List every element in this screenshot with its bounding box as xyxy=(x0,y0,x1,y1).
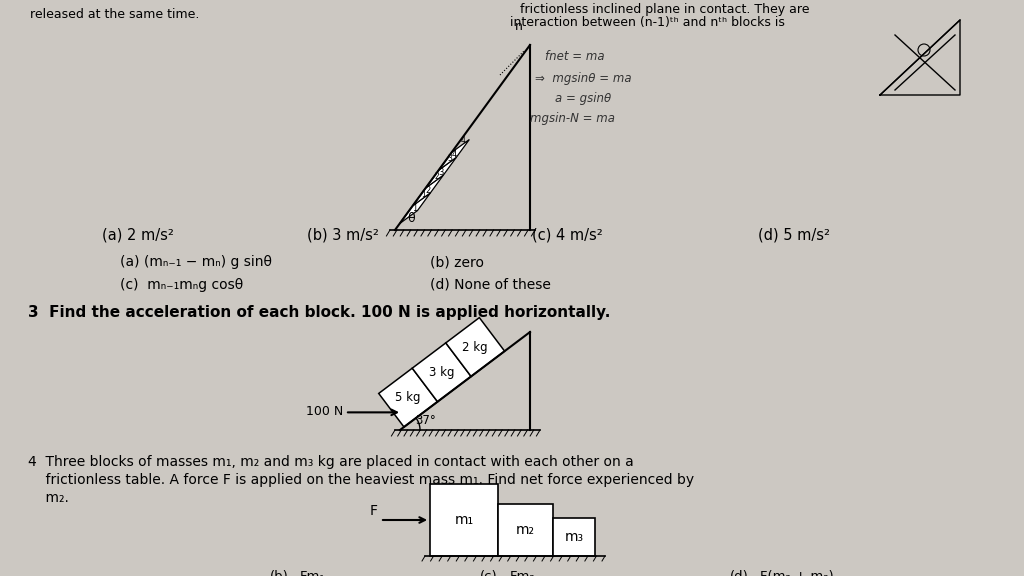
Text: Fm₁: Fm₁ xyxy=(300,570,326,576)
Polygon shape xyxy=(426,157,457,188)
Text: Fm₂: Fm₂ xyxy=(510,570,536,576)
Text: 100 N: 100 N xyxy=(306,405,343,418)
Text: m₂.: m₂. xyxy=(28,491,69,505)
Text: a = gsinθ: a = gsinθ xyxy=(555,92,611,105)
Text: mgsin-N = ma: mgsin-N = ma xyxy=(530,112,615,125)
Text: 2: 2 xyxy=(425,186,431,195)
Text: 4: 4 xyxy=(461,137,465,145)
Text: 3  Find the acceleration of each block. 100 N is applied horizontally.: 3 Find the acceleration of each block. 1… xyxy=(28,305,610,320)
Polygon shape xyxy=(379,368,437,427)
Text: 4: 4 xyxy=(452,150,457,160)
Text: ⇒  mgsinθ = ma: ⇒ mgsinθ = ma xyxy=(535,72,632,85)
Text: (c): (c) xyxy=(480,570,498,576)
Text: m₂: m₂ xyxy=(516,523,535,537)
Text: frictionless table. A force F is applied on the heaviest mass m₁. Find net force: frictionless table. A force F is applied… xyxy=(28,473,694,487)
Text: m₃: m₃ xyxy=(564,530,584,544)
Text: 1: 1 xyxy=(413,204,418,213)
Polygon shape xyxy=(413,175,443,206)
Text: F(m₂ + m₃): F(m₂ + m₃) xyxy=(760,570,834,576)
Text: 3 kg: 3 kg xyxy=(429,366,455,379)
Text: (c)  mₙ₋₁mₙg cosθ: (c) mₙ₋₁mₙg cosθ xyxy=(120,278,244,292)
Bar xyxy=(498,504,553,556)
Text: (b): (b) xyxy=(270,570,289,576)
Text: 3: 3 xyxy=(438,168,443,177)
Text: fnet = ma: fnet = ma xyxy=(545,50,604,63)
Text: (c) 4 m/s²: (c) 4 m/s² xyxy=(532,228,603,242)
Text: θ: θ xyxy=(407,212,415,225)
Text: (a) 2 m/s²: (a) 2 m/s² xyxy=(102,228,174,242)
Text: 5 kg: 5 kg xyxy=(395,391,421,404)
Text: 1: 1 xyxy=(422,190,426,199)
Text: (d) None of these: (d) None of these xyxy=(430,278,551,292)
Text: 2 kg: 2 kg xyxy=(463,340,488,354)
Text: 4  Three blocks of masses m₁, m₂ and m₃ kg are placed in contact with each other: 4 Three blocks of masses m₁, m₂ and m₃ k… xyxy=(28,455,634,469)
Text: 3: 3 xyxy=(447,154,453,163)
Text: interaction between (n-1)ᵗʰ and nᵗʰ blocks is: interaction between (n-1)ᵗʰ and nᵗʰ bloc… xyxy=(510,16,784,29)
Text: 37°: 37° xyxy=(415,414,436,427)
Bar xyxy=(430,484,498,556)
Polygon shape xyxy=(438,139,469,170)
Text: (a) (mₙ₋₁ − mₙ) g sinθ: (a) (mₙ₋₁ − mₙ) g sinθ xyxy=(120,255,272,269)
Text: F: F xyxy=(370,504,378,518)
Text: 2: 2 xyxy=(434,172,439,181)
Text: (d) 5 m/s²: (d) 5 m/s² xyxy=(758,228,829,242)
Text: frictionless inclined plane in contact. They are: frictionless inclined plane in contact. … xyxy=(520,3,810,16)
Text: m₁: m₁ xyxy=(455,513,473,527)
Text: (b) zero: (b) zero xyxy=(430,255,484,269)
Text: n: n xyxy=(515,20,523,33)
Polygon shape xyxy=(445,317,505,377)
Text: released at the same time.: released at the same time. xyxy=(30,8,200,21)
Text: (b) 3 m/s²: (b) 3 m/s² xyxy=(307,228,379,242)
Text: (d): (d) xyxy=(730,570,749,576)
Bar xyxy=(553,518,595,556)
Polygon shape xyxy=(413,343,471,401)
Polygon shape xyxy=(399,193,430,223)
